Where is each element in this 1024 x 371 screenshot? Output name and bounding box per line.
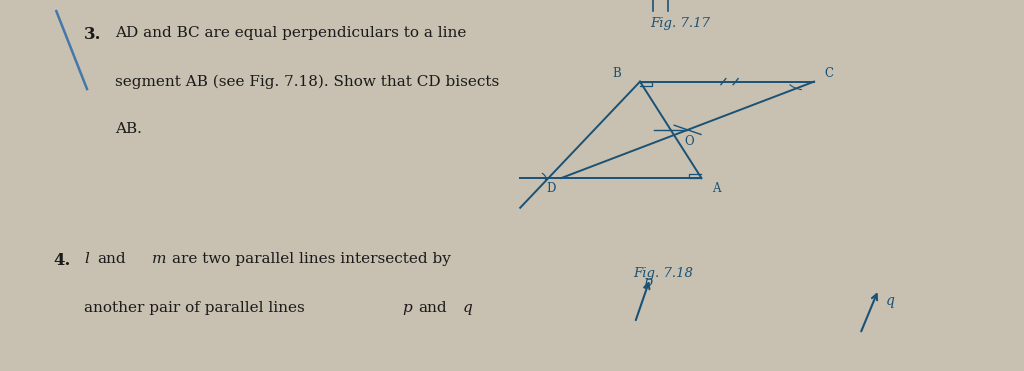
- Text: m: m: [152, 252, 166, 266]
- Text: q: q: [463, 301, 473, 315]
- Text: D: D: [547, 182, 556, 195]
- Text: O: O: [684, 135, 693, 148]
- Text: l: l: [84, 252, 89, 266]
- Text: B: B: [612, 67, 622, 80]
- Text: p: p: [643, 275, 652, 289]
- Text: another pair of parallel lines: another pair of parallel lines: [84, 301, 305, 315]
- Text: and: and: [97, 252, 126, 266]
- Text: Fig. 7.18: Fig. 7.18: [633, 267, 692, 280]
- Text: AB.: AB.: [115, 122, 141, 137]
- Text: and: and: [418, 301, 446, 315]
- Text: A: A: [712, 182, 720, 195]
- Text: AD and BC are equal perpendiculars to a line: AD and BC are equal perpendiculars to a …: [115, 26, 466, 40]
- Text: 3.: 3.: [84, 26, 101, 43]
- Text: 4.: 4.: [53, 252, 71, 269]
- Text: are two parallel lines intersected by: are two parallel lines intersected by: [172, 252, 451, 266]
- Text: C: C: [824, 67, 834, 80]
- Text: Fig. 7.17: Fig. 7.17: [650, 17, 710, 30]
- Text: q: q: [886, 294, 895, 308]
- Text: segment AB (see Fig. 7.18). Show that CD bisects: segment AB (see Fig. 7.18). Show that CD…: [115, 74, 499, 89]
- Text: p: p: [402, 301, 413, 315]
